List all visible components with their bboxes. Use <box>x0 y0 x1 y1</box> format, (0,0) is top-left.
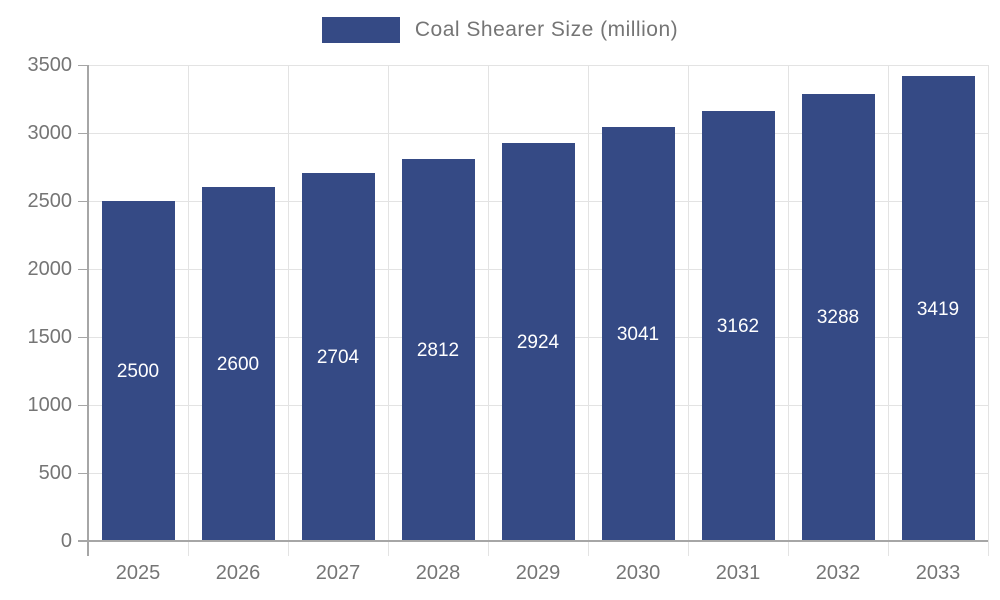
y-tick-mark <box>78 132 88 134</box>
y-tick-mark <box>78 472 88 474</box>
y-tick-label: 1000 <box>27 394 73 416</box>
legend-label: Coal Shearer Size (million) <box>414 18 679 41</box>
bar-value-label: 3162 <box>716 315 760 337</box>
bar-value-label: 3419 <box>916 298 960 320</box>
bar-value-label: 2924 <box>516 332 560 354</box>
bar <box>101 201 175 541</box>
bar <box>301 173 375 541</box>
y-tick-label: 1500 <box>27 326 73 348</box>
gridline-vertical <box>787 65 789 556</box>
x-tick-label: 2029 <box>515 562 561 584</box>
gridline-vertical <box>987 65 989 556</box>
y-tick-mark <box>78 404 88 406</box>
bar <box>701 110 775 541</box>
gridline-horizontal <box>88 64 988 66</box>
gridline-vertical <box>687 65 689 556</box>
x-tick-label: 2026 <box>215 562 261 584</box>
bar <box>201 187 275 541</box>
y-tick-mark <box>78 268 88 270</box>
x-tick-label: 2031 <box>715 562 761 584</box>
bar <box>801 93 875 541</box>
x-tick-label: 2025 <box>115 562 161 584</box>
gridline-vertical <box>587 65 589 556</box>
y-tick-label: 3000 <box>27 122 73 144</box>
y-tick-label: 2500 <box>27 190 73 212</box>
y-tick-label: 500 <box>38 462 72 484</box>
bar <box>401 158 475 541</box>
bar-value-label: 2704 <box>316 347 360 369</box>
y-tick-label: 2000 <box>27 258 73 280</box>
x-tick-label: 2027 <box>315 562 361 584</box>
legend-swatch <box>321 17 400 43</box>
y-tick-mark <box>78 540 88 542</box>
y-tick-label: 3500 <box>27 54 73 76</box>
y-tick-mark <box>78 336 88 338</box>
gridline-horizontal <box>88 132 988 134</box>
chart-legend: Coal Shearer Size (million) <box>0 17 1000 43</box>
gridline-vertical <box>487 65 489 556</box>
bar <box>601 127 675 541</box>
y-tick-mark <box>78 200 88 202</box>
y-tick-label: 0 <box>60 530 72 552</box>
y-axis-line <box>87 65 89 556</box>
x-tick-label: 2030 <box>615 562 661 584</box>
bar-value-label: 3288 <box>816 307 860 329</box>
bar <box>901 76 975 541</box>
gridline-vertical <box>287 65 289 556</box>
gridline-vertical <box>387 65 389 556</box>
x-tick-label: 2028 <box>415 562 461 584</box>
bar-value-label: 2812 <box>416 339 460 361</box>
gridline-vertical <box>187 65 189 556</box>
bar-value-label: 2500 <box>116 361 160 382</box>
x-axis-line <box>78 540 988 542</box>
bar <box>501 143 575 541</box>
gridline-vertical <box>887 65 889 556</box>
x-tick-label: 2032 <box>815 562 861 584</box>
bar-value-label: 3041 <box>616 324 660 346</box>
bar-value-label: 2600 <box>216 354 260 376</box>
x-tick-label: 2033 <box>915 562 961 584</box>
y-tick-mark <box>78 64 88 66</box>
